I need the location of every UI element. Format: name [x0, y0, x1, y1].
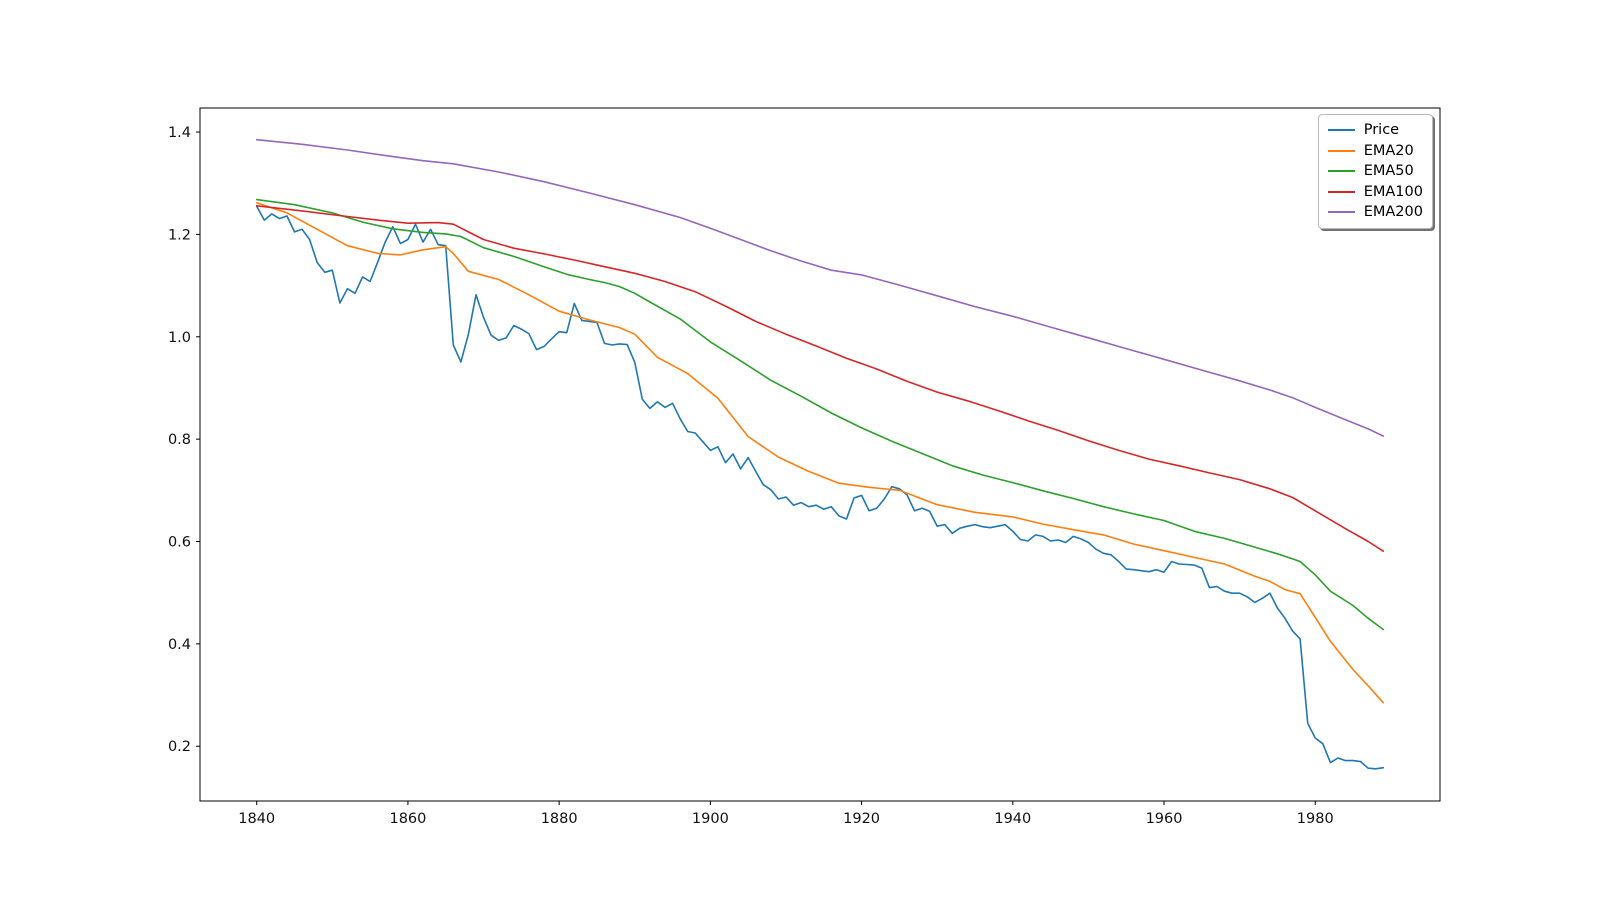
legend-line-swatch	[1327, 129, 1355, 132]
legend-item-price: Price	[1327, 120, 1423, 141]
legend-item-ema20: EMA20	[1327, 141, 1423, 162]
y-tick-label: 0.8	[168, 432, 191, 448]
series-ema100	[255, 205, 1385, 553]
x-tick-label: 1900	[692, 811, 729, 827]
y-tick-label: 0.4	[168, 637, 191, 653]
x-tick-label: 1940	[994, 811, 1031, 827]
series-ema200	[255, 138, 1385, 437]
y-tick-label: 1.4	[168, 125, 191, 141]
x-tick-label: 1960	[1146, 811, 1183, 827]
legend-label: Price	[1363, 122, 1400, 138]
legend: Price EMA20 EMA50 EMA100 EMA200	[1317, 114, 1433, 229]
series-price	[255, 205, 1385, 770]
x-tick-label: 1860	[389, 811, 426, 827]
legend-item-ema100: EMA100	[1327, 182, 1423, 203]
legend-item-ema50: EMA50	[1327, 161, 1423, 182]
legend-item-ema200: EMA200	[1327, 202, 1423, 223]
series-ema50	[255, 198, 1385, 631]
legend-label: EMA50	[1363, 163, 1414, 179]
series-ema20	[255, 201, 1385, 704]
legend-label: EMA100	[1363, 183, 1423, 200]
legend-line-swatch	[1327, 170, 1355, 173]
x-tick-label: 1880	[541, 811, 578, 827]
x-tick-label: 1980	[1297, 811, 1334, 827]
legend-line-swatch	[1327, 149, 1355, 152]
x-tick-label: 1920	[843, 811, 880, 827]
legend-label: EMA20	[1363, 142, 1414, 159]
plot-frame	[199, 107, 1441, 802]
y-tick-label: 0.2	[168, 739, 191, 755]
y-tick-label: 0.6	[168, 535, 191, 551]
legend-label: EMA200	[1363, 204, 1423, 220]
x-tick-label: 1840	[238, 811, 275, 827]
y-tick-label: 1.2	[168, 227, 191, 243]
legend-line-swatch	[1327, 211, 1355, 214]
legend-line-swatch	[1327, 190, 1355, 193]
y-tick-label: 1.0	[168, 330, 191, 346]
